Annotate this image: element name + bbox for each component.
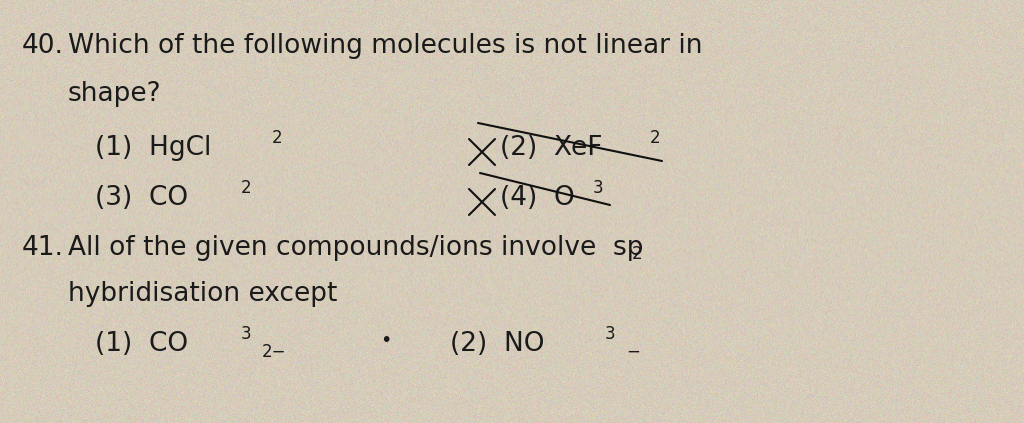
Text: 3: 3 <box>605 325 615 343</box>
Text: (2)  XeF: (2) XeF <box>500 135 602 161</box>
Text: 2−: 2− <box>262 343 287 361</box>
Text: shape?: shape? <box>68 81 162 107</box>
Text: 2: 2 <box>632 245 643 263</box>
Text: 3: 3 <box>241 325 252 343</box>
Text: 41.: 41. <box>22 235 63 261</box>
Text: All of the given compounds/ions involve  sp: All of the given compounds/ions involve … <box>68 235 643 261</box>
Text: (2)  NO: (2) NO <box>450 331 545 357</box>
Text: (1)  HgCl: (1) HgCl <box>95 135 211 161</box>
Text: −: − <box>626 343 640 361</box>
Text: (4)  O: (4) O <box>500 185 574 211</box>
Text: Which of the following molecules is not linear in: Which of the following molecules is not … <box>68 33 702 59</box>
Text: 2: 2 <box>241 179 252 197</box>
Text: 2: 2 <box>272 129 283 147</box>
Text: 40.: 40. <box>22 33 63 59</box>
Text: 3: 3 <box>593 179 603 197</box>
Text: 2: 2 <box>650 129 660 147</box>
Text: (1)  CO: (1) CO <box>95 331 188 357</box>
Text: hybridisation except: hybridisation except <box>68 281 337 307</box>
Text: (3)  CO: (3) CO <box>95 185 188 211</box>
Text: •: • <box>380 331 391 350</box>
